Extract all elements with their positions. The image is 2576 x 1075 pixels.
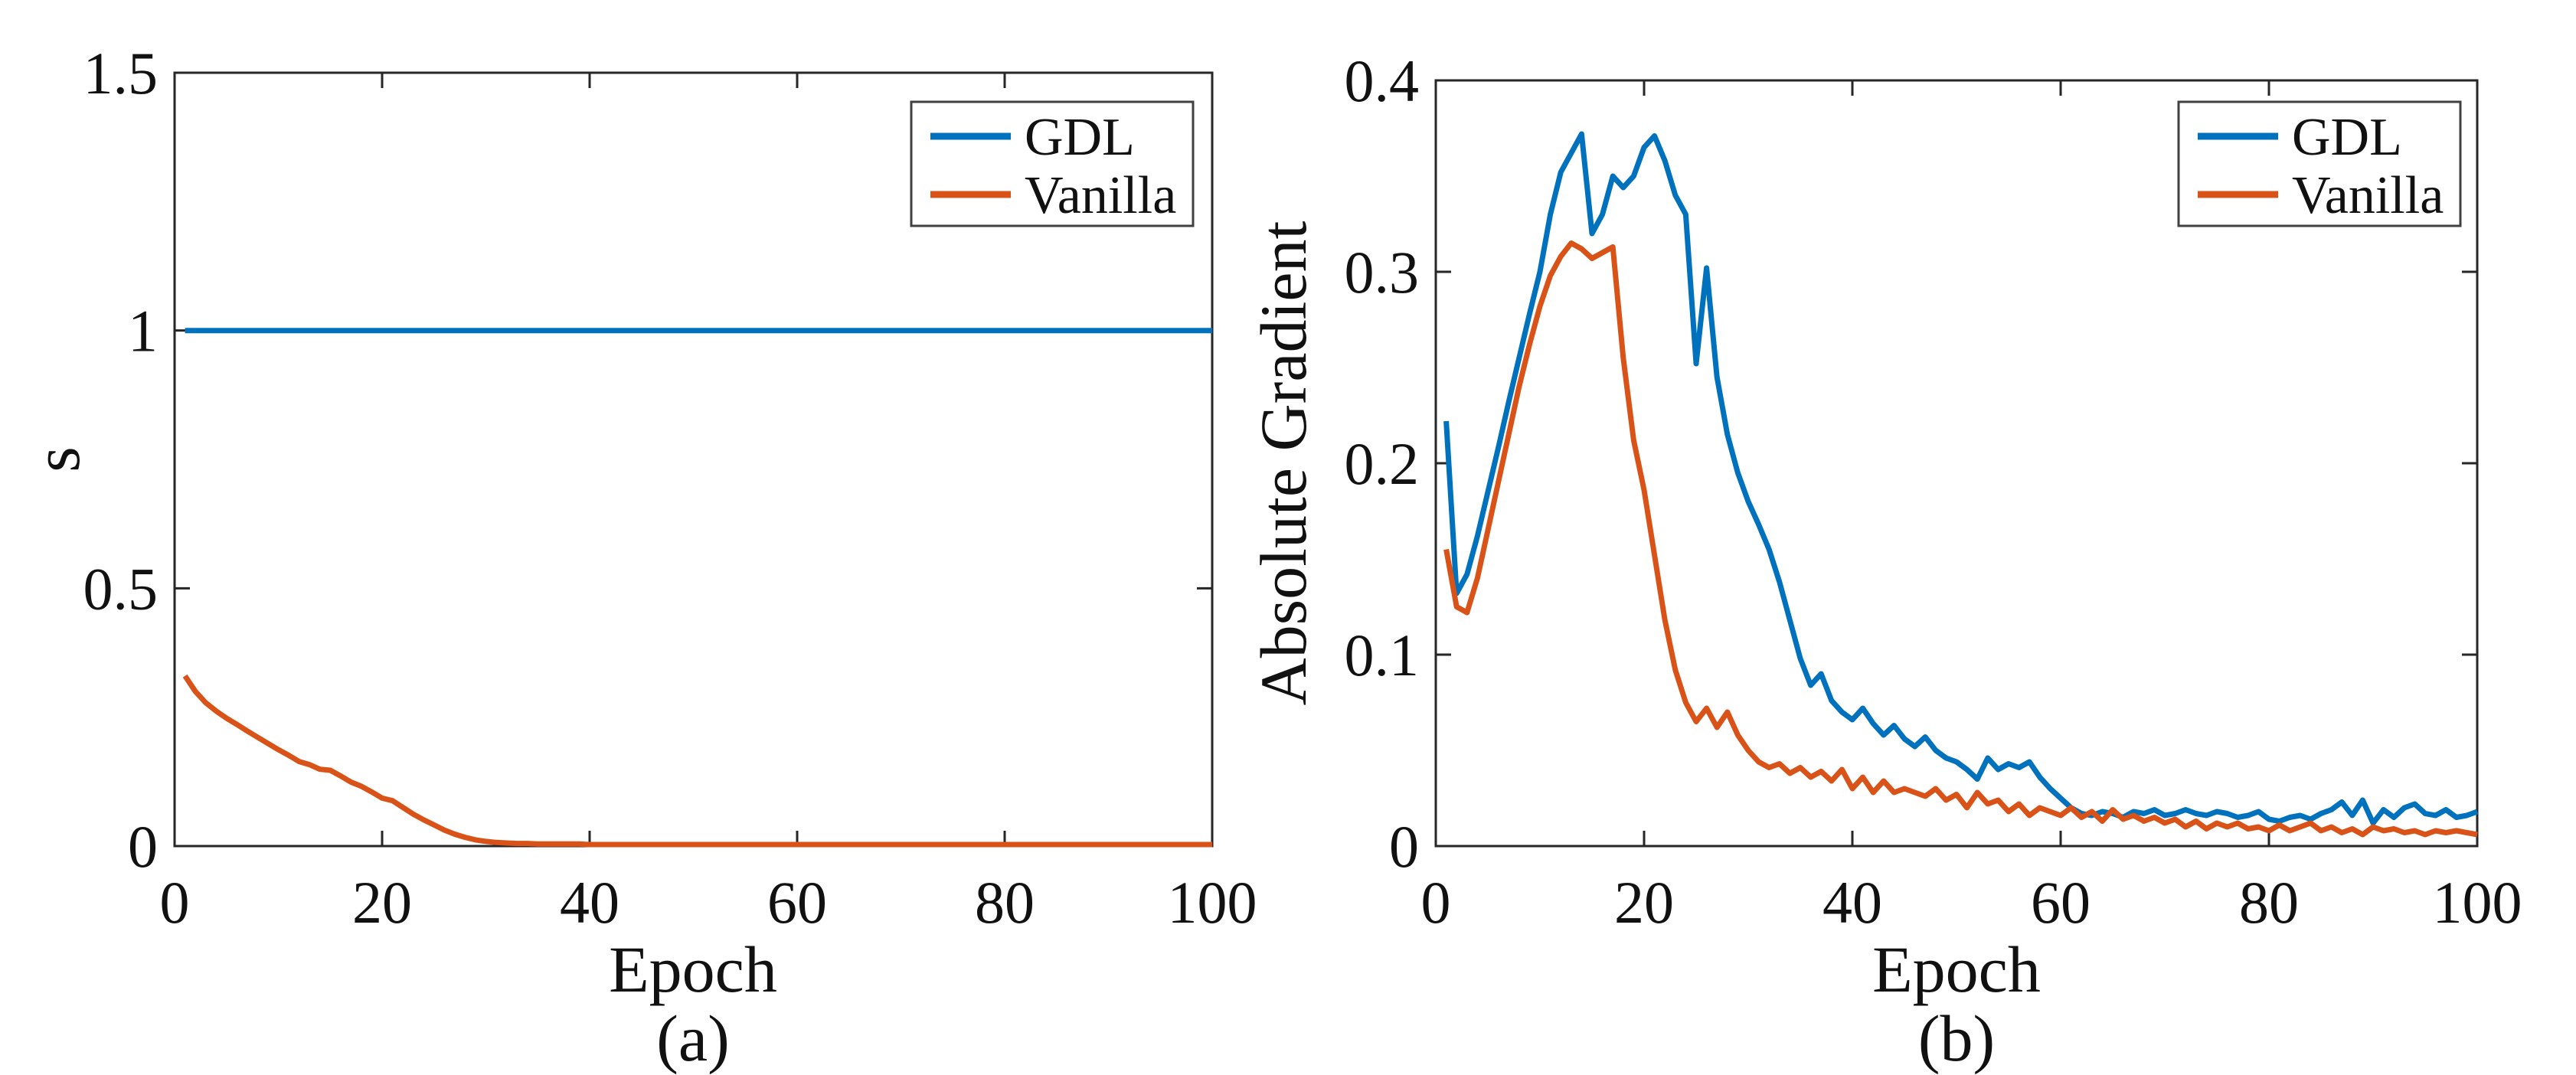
legend-box [2177, 100, 2462, 227]
panel-a-xlabel: Epoch [609, 933, 777, 1006]
panel-b-ticks: 0 20 40 60 80 100 0 0.1 0.2 0.3 0.4 [1345, 47, 2522, 936]
panel-a-ylabel: s [20, 446, 93, 472]
y-tick-label: 0.3 [1345, 239, 1420, 306]
x-tick-label: 80 [975, 869, 1035, 936]
vanilla-legend-label: Vanilla [1025, 166, 1176, 225]
y-tick-label: 0.5 [83, 555, 159, 622]
panel-a-caption: (a) [656, 1001, 729, 1075]
gdl-legend-label: GDL [1025, 108, 1135, 167]
x-tick-label: 60 [2031, 869, 2091, 936]
panel-a-legend: GDL Vanilla [910, 100, 1195, 227]
x-tick-label: 80 [2239, 869, 2299, 936]
x-tick-label: 100 [2433, 869, 2522, 936]
x-tick-label: 0 [1421, 869, 1451, 936]
x-tick-label: 20 [1614, 869, 1674, 936]
y-tick-label: 0 [1389, 813, 1419, 880]
x-tick-label: 60 [767, 869, 827, 936]
panel-a-curves [182, 328, 1212, 848]
y-tick-label: 0.4 [1345, 47, 1420, 114]
vanilla-legend-label: Vanilla [2292, 166, 2444, 225]
panel-a-ticks: 0 20 40 60 80 100 0 0.5 1 1.5 [83, 40, 1257, 936]
panel-b-xlabel: Epoch [1872, 933, 2041, 1006]
y-tick-label: 1 [128, 298, 158, 364]
x-tick-label: 20 [352, 869, 412, 936]
vanilla-line [182, 674, 1212, 848]
y-tick-label: 0 [128, 813, 158, 880]
panel-a: 0 20 40 60 80 100 0 0.5 1 1.5 Epoch s (a) GDL Van… [20, 40, 1257, 1075]
panel-b-legend: GDL Vanilla [2177, 100, 2462, 227]
vanilla-line [1443, 240, 2478, 838]
panel-b: 0 20 40 60 80 100 0 0.1 0.2 0.3 0.4 Epoch Absolute… [1247, 47, 2522, 1075]
x-tick-label: 40 [1822, 869, 1882, 936]
panel-b-ylabel: Absolute Gradient [1247, 221, 1320, 705]
x-tick-label: 100 [1168, 869, 1257, 936]
gdl-legend-label: GDL [2292, 108, 2402, 167]
x-tick-label: 0 [160, 869, 190, 936]
legend-box [910, 100, 1195, 227]
y-tick-label: 0.1 [1345, 622, 1420, 688]
panel-b-caption: (b) [1918, 1001, 1995, 1075]
y-tick-label: 0.2 [1345, 430, 1420, 497]
y-tick-label: 1.5 [83, 40, 159, 106]
panel-b-curves [1443, 131, 2479, 838]
gdl-line [1443, 131, 2479, 826]
x-tick-label: 40 [560, 869, 619, 936]
